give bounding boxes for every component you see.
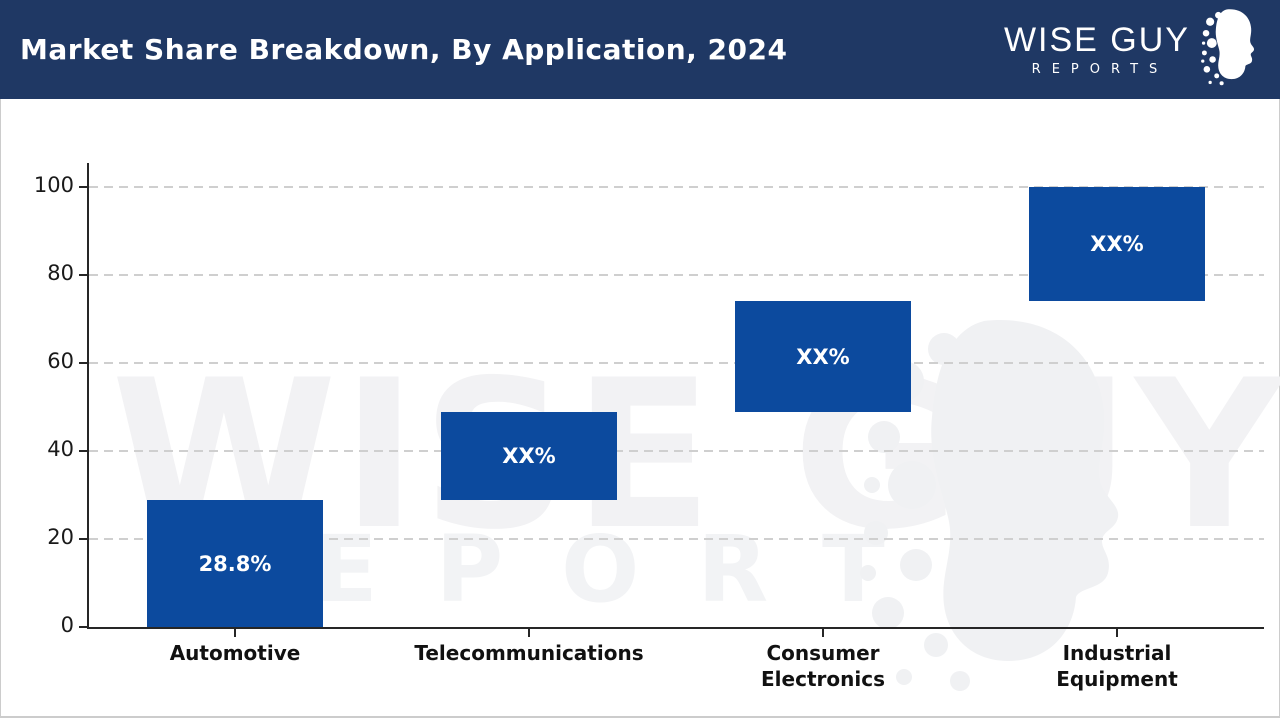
y-tick-label-60: 60 <box>47 349 74 373</box>
bar-value-label: XX% <box>502 444 556 469</box>
y-tick-60 <box>79 362 88 364</box>
logo-wordmark: WISE GUY <box>1003 21 1190 59</box>
x-tick-2 <box>528 629 530 637</box>
x-category-label-2: Telecommunications <box>414 641 644 665</box>
x-tick-3 <box>822 629 824 637</box>
x-category-label-3: Consumer Electronics <box>761 641 885 691</box>
page-title: Market Share Breakdown, By Application, … <box>20 33 788 66</box>
logo-face-icon <box>1196 7 1262 93</box>
y-tick-80 <box>79 274 88 276</box>
wise-guy-logo: WISE GUY REPORTS <box>1004 7 1280 93</box>
x-category-label-1: Automotive <box>169 641 301 665</box>
bar-2: XX% <box>441 412 617 501</box>
x-tick-1 <box>234 629 236 637</box>
y-tick-100 <box>79 186 88 188</box>
gridline-y-80 <box>89 274 1264 276</box>
y-tick-label-80: 80 <box>47 261 74 285</box>
y-tick-40 <box>79 450 88 452</box>
bar-value-label: 28.8% <box>198 551 272 576</box>
bar-4: XX% <box>1029 187 1205 302</box>
bar-value-label: XX% <box>1090 232 1144 257</box>
x-tick-4 <box>1116 629 1118 637</box>
bar-1: 28.8% <box>147 500 323 627</box>
gridline-y-60 <box>89 362 1264 364</box>
x-category-label-4: Industrial Equipment <box>1056 641 1178 691</box>
gridline-y-100 <box>89 186 1264 188</box>
header-band: Market Share Breakdown, By Application, … <box>0 0 1280 99</box>
y-tick-label-100: 100 <box>33 173 74 197</box>
y-tick-label-40: 40 <box>47 437 74 461</box>
logo-text: WISE GUY REPORTS <box>1004 23 1190 76</box>
x-axis-line <box>87 627 1264 629</box>
bar-3: XX% <box>735 301 911 413</box>
y-tick-20 <box>79 538 88 540</box>
y-tick-label-20: 20 <box>47 525 74 549</box>
bar-value-label: XX% <box>796 344 850 369</box>
y-tick-0 <box>79 626 88 628</box>
gridline-y-20 <box>89 538 1264 540</box>
y-axis-spine <box>87 163 89 629</box>
gridline-y-40 <box>89 450 1264 452</box>
y-tick-label-0: 0 <box>60 613 74 637</box>
logo-subtitle: REPORTS <box>1031 62 1169 77</box>
bottom-border-rule <box>0 716 1280 718</box>
